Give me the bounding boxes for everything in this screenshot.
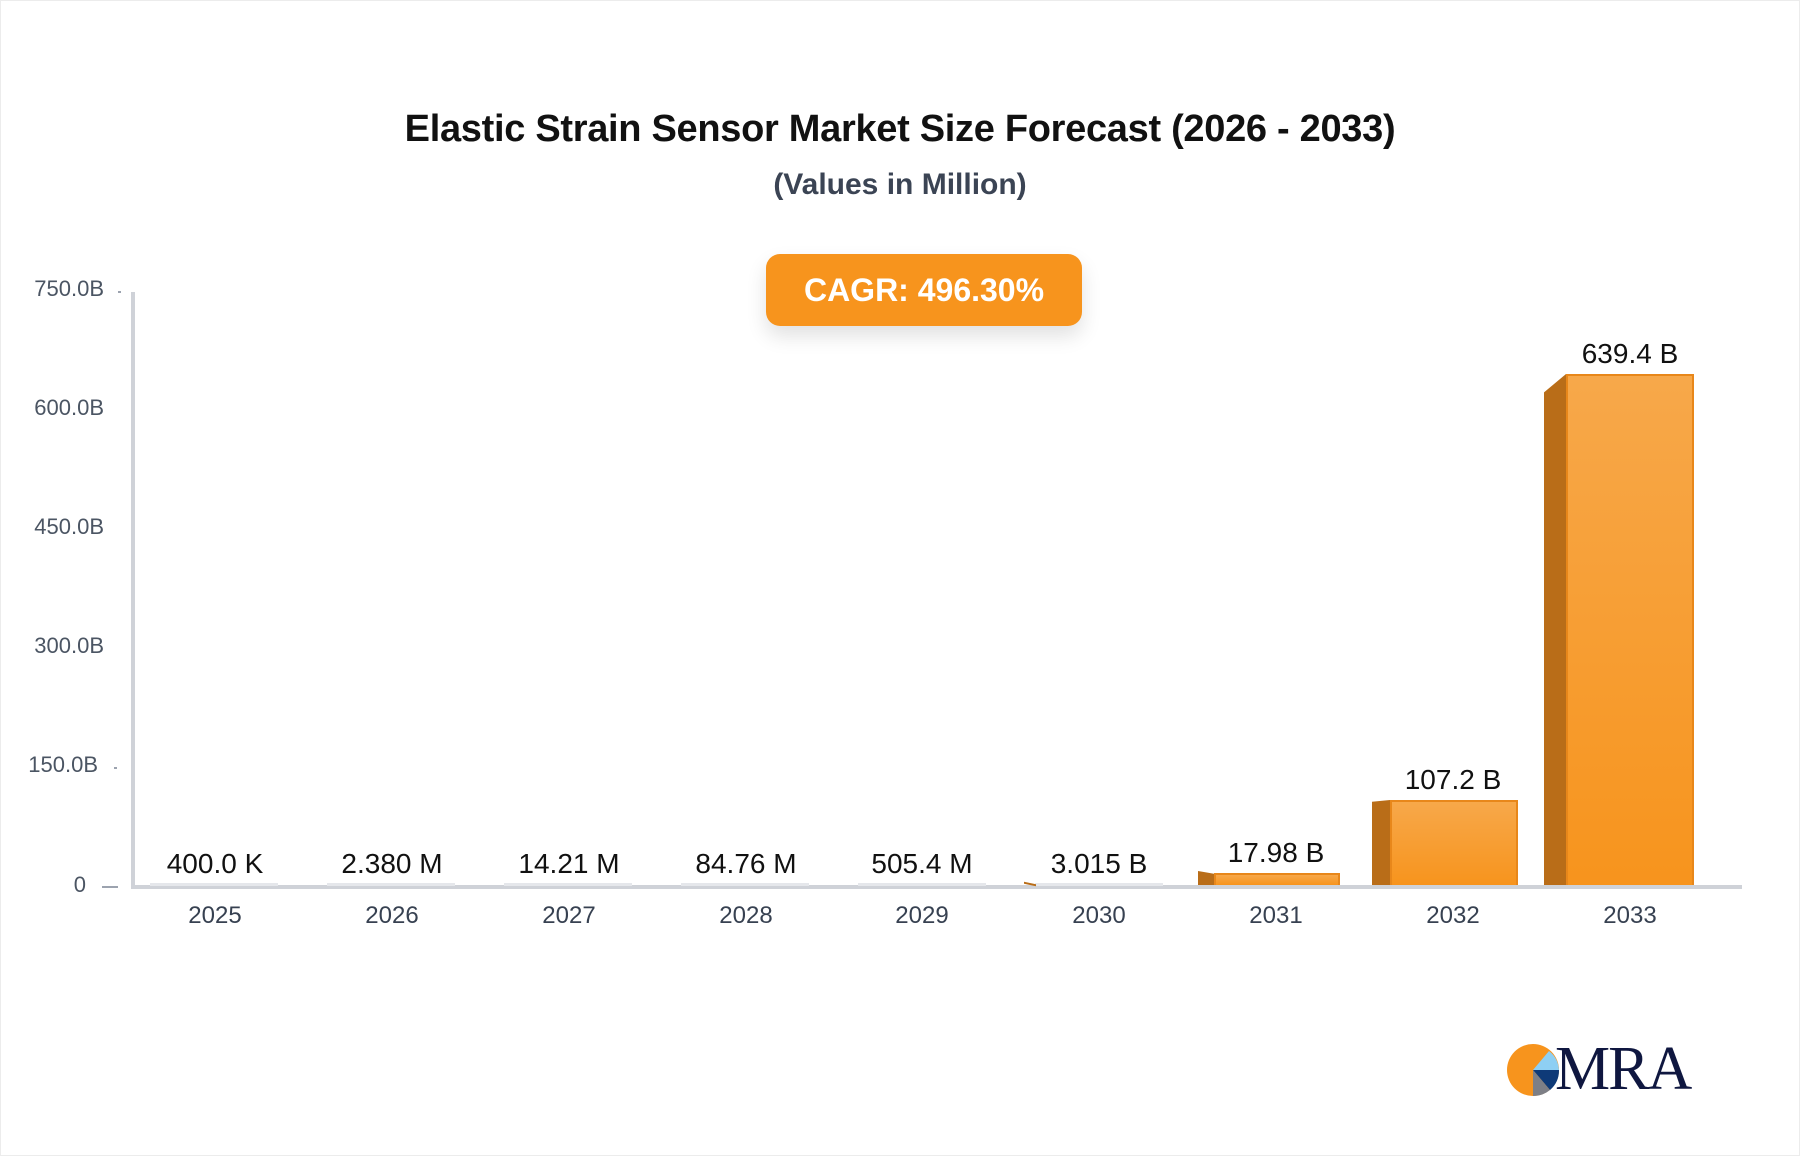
y-tick-mark <box>102 886 118 888</box>
bar-value-label: 17.98 B <box>1227 837 1325 868</box>
x-tick-label: 2028 <box>719 902 773 929</box>
y-tick-label: 450.0B <box>34 514 104 539</box>
bar-value-label: 107.2 B <box>1404 764 1502 795</box>
x-tick-label: 2033 <box>1603 902 1657 929</box>
y-axis-line <box>131 292 135 888</box>
cagr-badge: CAGR: 496.30% <box>766 254 1082 326</box>
logo-text: MRA <box>1555 1035 1692 1103</box>
bar-floor <box>504 883 632 886</box>
bar-value-label: 3.015 B <box>1050 848 1148 879</box>
y-tick-label: 150.0B <box>28 752 98 777</box>
y-tick-label: 600.0B <box>34 395 104 420</box>
pie-logo-icon <box>1507 1044 1560 1097</box>
x-tick-label: 2031 <box>1249 902 1303 929</box>
bar-2033[interactable] <box>1544 374 1694 885</box>
bar-2032[interactable] <box>1372 800 1518 885</box>
cagr-label: CAGR: 496.30% <box>803 271 1045 308</box>
x-tick-label: 2029 <box>895 902 949 929</box>
y-tick-label: 300.0B <box>34 633 104 658</box>
bar-value-label: 2.380 M <box>341 848 443 879</box>
x-tick-label: 2025 <box>188 902 242 929</box>
chart-subtitle: (Values in Million) <box>773 168 1027 201</box>
mra-logo: MRA <box>1505 1035 1695 1103</box>
bar-side <box>1372 800 1390 885</box>
bar-floor <box>681 883 809 886</box>
bar-side <box>1544 374 1566 885</box>
bar-front <box>1566 374 1694 885</box>
bar-floor <box>150 883 278 886</box>
bar-2031[interactable] <box>1198 871 1340 885</box>
chart-title: Elastic Strain Sensor Market Size Foreca… <box>404 108 1396 150</box>
bar-value-label: 400.0 K <box>166 848 264 879</box>
bar-value-label: 14.21 M <box>518 848 620 879</box>
bar-front <box>1390 800 1518 885</box>
x-tick-label: 2032 <box>1426 902 1480 929</box>
x-tick-label: 2027 <box>542 902 596 929</box>
bar-value-label: 84.76 M <box>695 848 797 879</box>
bar-side <box>1198 871 1214 885</box>
y-tick-label: 750.0B <box>34 276 104 301</box>
y-tick-mark <box>114 767 117 769</box>
x-axis-line <box>131 885 1742 889</box>
bar-floor <box>1035 883 1163 886</box>
x-tick-label: 2030 <box>1072 902 1126 929</box>
bar-value-label: 505.4 M <box>871 848 973 879</box>
bar-floor <box>858 883 986 886</box>
bar-value-label: 639.4 B <box>1581 338 1679 369</box>
y-tick-mark <box>118 291 121 293</box>
x-tick-label: 2026 <box>365 902 419 929</box>
bar-floor <box>327 883 455 886</box>
y-tick-label: 0 <box>73 872 86 897</box>
bar-front <box>1214 873 1340 885</box>
